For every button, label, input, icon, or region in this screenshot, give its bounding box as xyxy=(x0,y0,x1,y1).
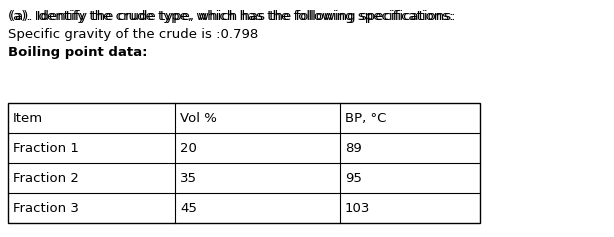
Text: 35: 35 xyxy=(180,172,197,184)
Text: (a). Identify the crude type, which has the following specifications:: (a). Identify the crude type, which has … xyxy=(10,10,456,23)
Text: 95: 95 xyxy=(345,172,362,184)
Text: (a). Identify the crude type, which has the following specifications:: (a). Identify the crude type, which has … xyxy=(8,10,454,23)
Text: BP, °C: BP, °C xyxy=(345,111,386,124)
Text: 103: 103 xyxy=(345,201,370,214)
Text: Fraction 1: Fraction 1 xyxy=(13,141,79,155)
Text: Fraction 2: Fraction 2 xyxy=(13,172,79,184)
Text: 89: 89 xyxy=(345,141,362,155)
Text: 45: 45 xyxy=(180,201,197,214)
Bar xyxy=(8,103,480,223)
Text: Boiling point data:: Boiling point data: xyxy=(8,46,147,59)
Text: 20: 20 xyxy=(180,141,197,155)
Text: Specific gravity of the crude is :0.798: Specific gravity of the crude is :0.798 xyxy=(8,28,258,41)
Text: Item: Item xyxy=(13,111,43,124)
Text: Fraction 3: Fraction 3 xyxy=(13,201,79,214)
Text: Vol %: Vol % xyxy=(180,111,217,124)
